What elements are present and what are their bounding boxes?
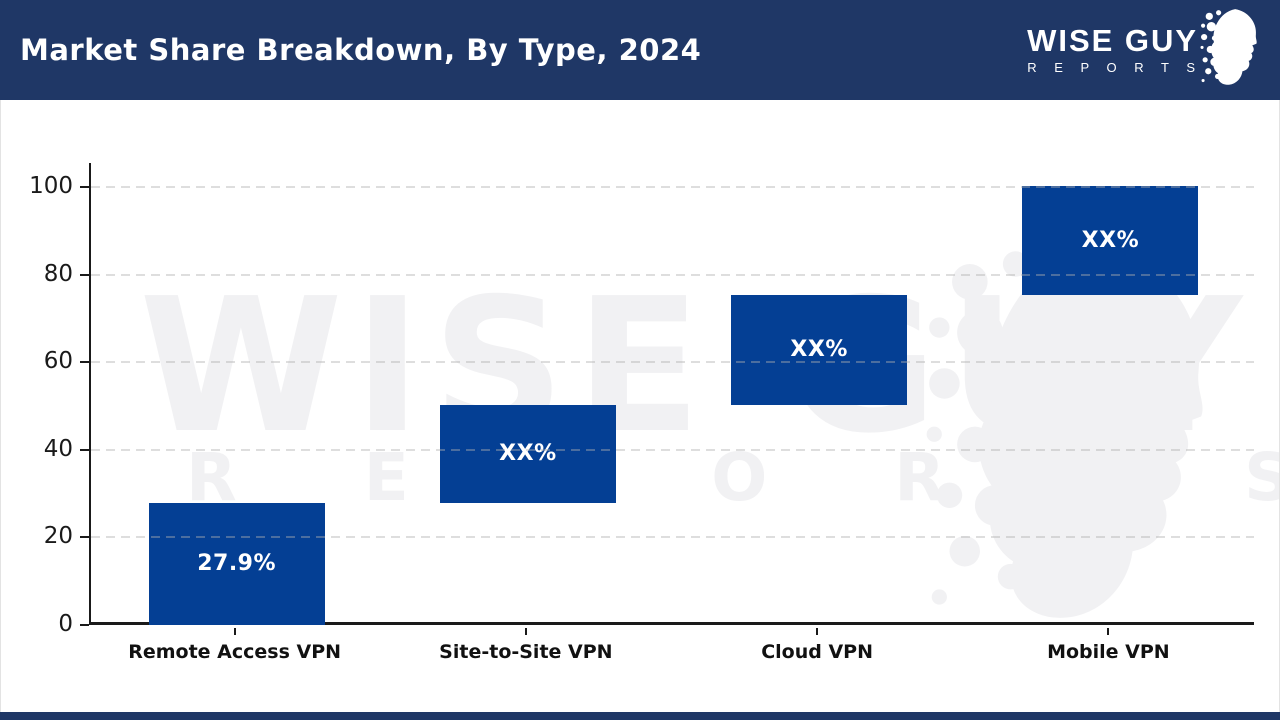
x-category-label: Cloud VPN — [761, 641, 874, 663]
gridline-40 — [91, 448, 1254, 451]
brand-logo: WISE GUY R E P O R T S — [1023, 0, 1266, 100]
y-tick-label: 20 — [43, 523, 73, 550]
x-tick-mark — [1107, 628, 1110, 635]
x-category-label: Site-to-Site VPN — [439, 641, 613, 663]
bar-value-label: XX% — [1081, 228, 1140, 253]
y-tick-label: 60 — [43, 348, 73, 375]
y-tick-label: 0 — [58, 611, 73, 637]
y-tick-mark — [80, 186, 89, 189]
chart-title: Market Share Breakdown, By Type, 2024 — [20, 33, 702, 67]
y-tick-mark — [80, 536, 89, 539]
brand-logo-text: WISE GUY R E P O R T S — [1023, 25, 1202, 75]
gridline-80 — [91, 273, 1254, 276]
brand-name: WISE GUY — [1027, 23, 1199, 58]
brand-subtitle: R E P O R T S — [1027, 60, 1202, 75]
x-category-label: Remote Access VPN — [128, 641, 342, 663]
gridline-20 — [91, 536, 1254, 539]
x-category-label: Mobile VPN — [1047, 641, 1170, 663]
bar-value-label: XX% — [499, 441, 557, 467]
y-tick-label: 40 — [43, 435, 73, 462]
face-profile-logo-icon — [1200, 9, 1257, 85]
bar-site-to-site-vpn: XX% — [439, 405, 616, 503]
bar-remote-access-vpn: 27.9% — [148, 502, 325, 625]
x-tick-mark — [233, 628, 236, 635]
y-tick-mark — [80, 624, 89, 626]
footer-bar — [0, 712, 1280, 720]
bar-value-label: 27.9% — [197, 551, 277, 577]
gridline-60 — [91, 361, 1254, 364]
bar-value-label: XX% — [790, 337, 848, 363]
gridline-100 — [91, 186, 1254, 189]
x-tick-mark — [524, 628, 527, 635]
y-tick-mark — [80, 361, 89, 364]
bar-mobile-vpn: XX% — [1022, 186, 1199, 295]
y-tick-label: 100 — [29, 173, 73, 200]
y-tick-mark — [80, 273, 89, 276]
header-bar: Market Share Breakdown, By Type, 2024 WI… — [0, 0, 1280, 100]
x-tick-mark — [816, 628, 819, 635]
bar-cloud-vpn: XX% — [731, 294, 908, 406]
y-tick-label: 80 — [43, 260, 73, 287]
y-tick-mark — [80, 448, 89, 451]
plot-area: 27.9% XX% XX% XX% — [89, 163, 1254, 625]
